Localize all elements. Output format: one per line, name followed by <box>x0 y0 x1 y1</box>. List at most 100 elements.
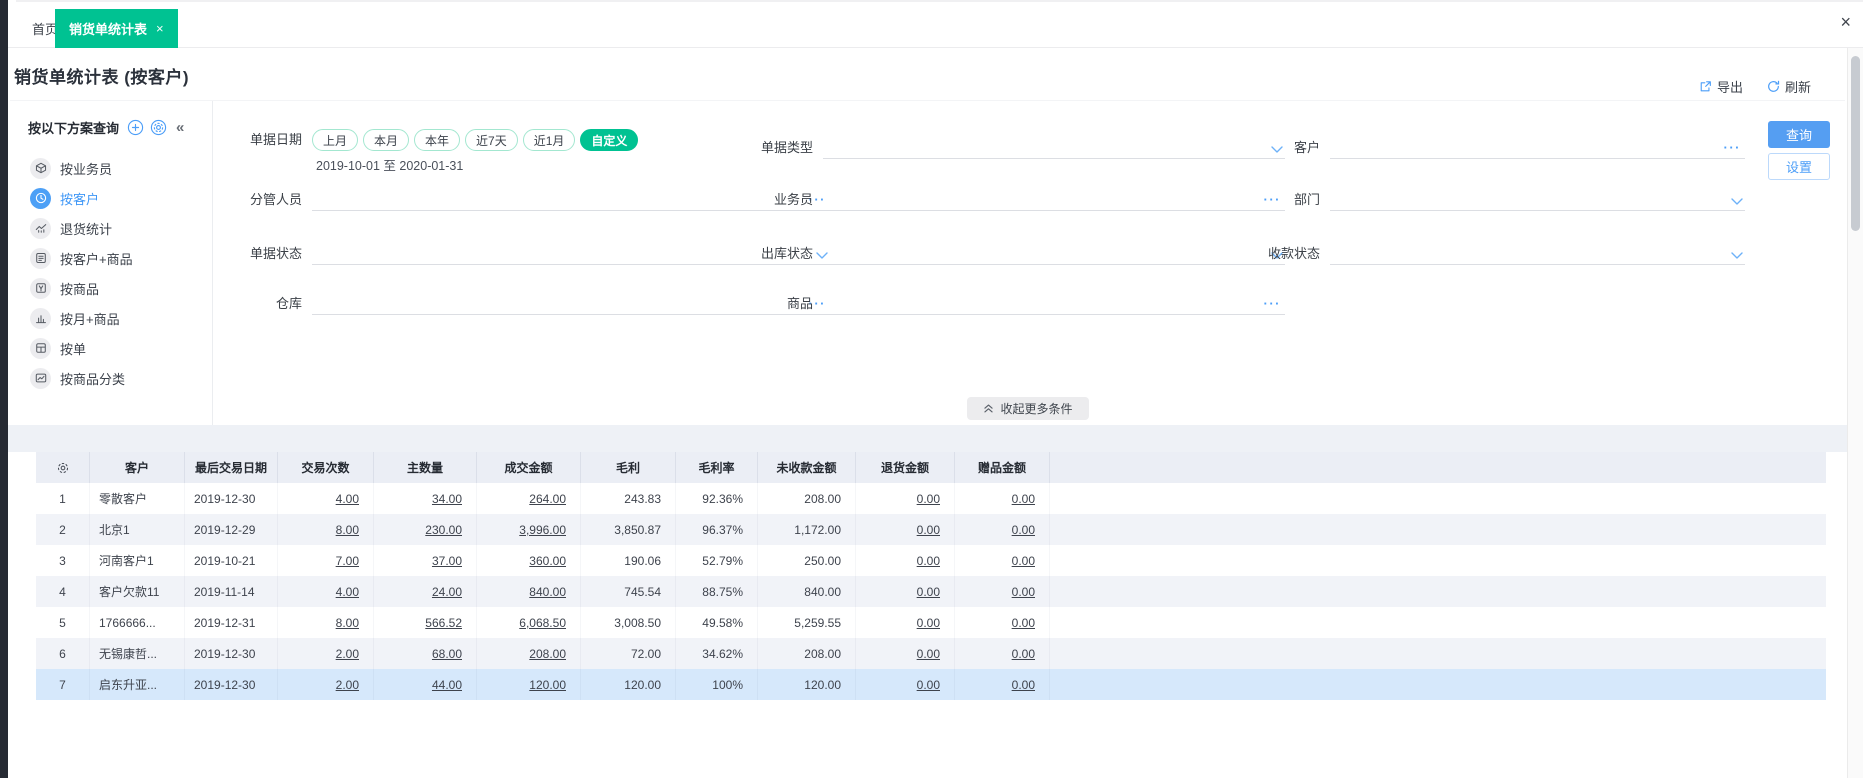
date-quick-pill[interactable]: 近1月 <box>522 129 576 151</box>
cell-link[interactable]: 6,068.50 <box>519 615 566 630</box>
sidebar-item[interactable]: 按业务员 <box>10 153 212 183</box>
window-close-icon[interactable]: × <box>1840 12 1851 32</box>
cell-link[interactable]: 0.00 <box>916 646 940 661</box>
sidebar-item[interactable]: 退货统计 <box>10 213 212 243</box>
cell-link[interactable]: 34.00 <box>431 491 462 506</box>
cell-link[interactable]: 0.00 <box>916 677 940 692</box>
cell-link[interactable]: 2.00 <box>335 646 359 661</box>
cell-link[interactable]: 0.00 <box>916 615 940 630</box>
table-row[interactable]: 6 无锡康哲... 2019-12-30 2.00 68.00 208.00 72.00 34… <box>36 638 1826 669</box>
chevron-down-icon[interactable] <box>1271 146 1283 153</box>
cell-link[interactable]: 2.00 <box>335 677 359 692</box>
cell-link[interactable]: 360.00 <box>529 553 566 568</box>
cell-link[interactable]: 208.00 <box>529 646 566 661</box>
column-header[interactable]: 客户 <box>90 452 185 483</box>
collapse-more-conditions-button[interactable]: 收起更多条件 <box>967 397 1089 420</box>
table-row[interactable]: 1 零散客户 2019-12-30 4.00 34.00 264.00 243.83 92.3… <box>36 483 1826 514</box>
cell-link[interactable]: 840.00 <box>529 584 566 599</box>
export-button[interactable]: 导出 <box>1699 77 1743 96</box>
cell-link[interactable]: 0.00 <box>1011 553 1035 568</box>
cell-link[interactable]: 0.00 <box>916 584 940 599</box>
cell-link[interactable]: 3,996.00 <box>519 522 566 537</box>
filter-input[interactable] <box>1330 185 1745 211</box>
filter-input[interactable] <box>312 239 830 265</box>
column-header[interactable]: 赠品金额 <box>955 452 1050 483</box>
refresh-button[interactable]: 刷新 <box>1767 77 1811 96</box>
ellipsis-icon[interactable]: ··· <box>808 192 826 207</box>
tab-close-icon[interactable]: × <box>156 21 164 36</box>
date-quick-pill[interactable]: 本年 <box>414 129 461 151</box>
filter-input[interactable] <box>823 133 1285 159</box>
cell-link[interactable]: 566.52 <box>425 615 462 630</box>
date-quick-pill[interactable]: 本月 <box>363 129 410 151</box>
cell-link[interactable]: 264.00 <box>529 491 566 506</box>
table-row[interactable]: 4 客户欠款11 2019-11-14 4.00 24.00 840.00 745.54 88… <box>36 576 1826 607</box>
cell-link[interactable]: 0.00 <box>1011 646 1035 661</box>
cell-link[interactable]: 4.00 <box>335 584 359 599</box>
chevron-down-icon[interactable] <box>1731 198 1743 205</box>
filter-input[interactable] <box>1330 239 1745 265</box>
table-row[interactable]: 2 北京1 2019-12-29 8.00 230.00 3,996.00 3,850.87… <box>36 514 1826 545</box>
query-button[interactable]: 查询 <box>1768 121 1830 148</box>
table-row[interactable]: 5 1766666... 2019-12-31 8.00 566.52 6,068.50 3… <box>36 607 1826 638</box>
tab-home[interactable]: 首页 <box>32 22 59 37</box>
cell-link[interactable]: 7.00 <box>335 553 359 568</box>
cell-link[interactable]: 0.00 <box>1011 491 1035 506</box>
column-header[interactable]: 交易次数 <box>278 452 374 483</box>
table-row[interactable]: 3 河南客户1 2019-10-21 7.00 37.00 360.00 190.06 52.… <box>36 545 1826 576</box>
column-header[interactable]: 成交金额 <box>477 452 581 483</box>
sidebar-item[interactable]: 按单 <box>10 333 212 363</box>
cell-link[interactable]: 0.00 <box>916 491 940 506</box>
ellipsis-icon[interactable]: ··· <box>1723 140 1741 155</box>
cell-link[interactable]: 0.00 <box>916 522 940 537</box>
filter-input[interactable] <box>823 239 1285 265</box>
column-settings-button[interactable] <box>36 452 90 483</box>
cell-link[interactable]: 24.00 <box>431 584 462 599</box>
collapse-sidebar-icon[interactable]: « <box>176 119 184 136</box>
table-row[interactable]: 7 启东升亚... 2019-12-30 2.00 44.00 120.00 120.00 1… <box>36 669 1826 700</box>
column-header[interactable]: 最后交易日期 <box>185 452 278 483</box>
chevron-down-icon[interactable] <box>816 252 828 259</box>
column-header[interactable]: 退货金额 <box>856 452 955 483</box>
cell-link[interactable]: 8.00 <box>335 522 359 537</box>
cell-link[interactable]: 8.00 <box>335 615 359 630</box>
column-header[interactable]: 主数量 <box>374 452 477 483</box>
date-custom-pill[interactable]: 自定义 <box>580 129 639 151</box>
settings-button[interactable]: 设置 <box>1768 153 1830 180</box>
filter-input[interactable]: ··· <box>312 289 830 315</box>
sidebar-item[interactable]: 按商品分类 <box>10 363 212 393</box>
filter-input[interactable]: ··· <box>1330 133 1745 159</box>
sidebar-item[interactable]: 按客户 <box>10 183 212 213</box>
ellipsis-icon[interactable]: ··· <box>808 296 826 311</box>
cell-link[interactable]: 230.00 <box>425 522 462 537</box>
sidebar-item[interactable]: 按客户+商品 <box>10 243 212 273</box>
cell-link[interactable]: 0.00 <box>1011 522 1035 537</box>
cell-link[interactable]: 37.00 <box>431 553 462 568</box>
column-header[interactable]: 毛利率 <box>676 452 758 483</box>
vertical-scrollbar[interactable] <box>1847 48 1863 778</box>
cell-link[interactable]: 120.00 <box>529 677 566 692</box>
cell-link[interactable]: 4.00 <box>335 491 359 506</box>
column-header[interactable]: 未收款金额 <box>758 452 856 483</box>
ellipsis-icon[interactable]: ··· <box>1263 296 1281 311</box>
cell-link[interactable]: 0.00 <box>916 553 940 568</box>
ellipsis-icon[interactable]: ··· <box>1263 192 1281 207</box>
scrollbar-thumb[interactable] <box>1851 56 1860 231</box>
filter-input[interactable]: ··· <box>823 185 1285 211</box>
cell-link[interactable]: 0.00 <box>1011 615 1035 630</box>
chevron-down-icon[interactable] <box>1271 252 1283 259</box>
scheme-settings-gear-icon[interactable] <box>150 119 167 136</box>
cell-link[interactable]: 68.00 <box>431 646 462 661</box>
filter-input[interactable]: ··· <box>823 289 1285 315</box>
add-scheme-icon[interactable] <box>127 119 144 136</box>
sidebar-item[interactable]: 按商品 <box>10 273 212 303</box>
chevron-down-icon[interactable] <box>1731 252 1743 259</box>
cell-link[interactable]: 0.00 <box>1011 677 1035 692</box>
cell-link[interactable]: 44.00 <box>431 677 462 692</box>
sidebar-item[interactable]: 按月+商品 <box>10 303 212 333</box>
tab-active[interactable]: 销货单统计表 × <box>55 9 178 48</box>
date-range-value[interactable]: 2019-10-01 至 2020-01-31 <box>316 159 464 173</box>
filter-input[interactable]: ··· <box>312 185 830 211</box>
date-quick-pill[interactable]: 近7天 <box>465 129 518 151</box>
date-quick-pill[interactable]: 上月 <box>312 129 359 151</box>
